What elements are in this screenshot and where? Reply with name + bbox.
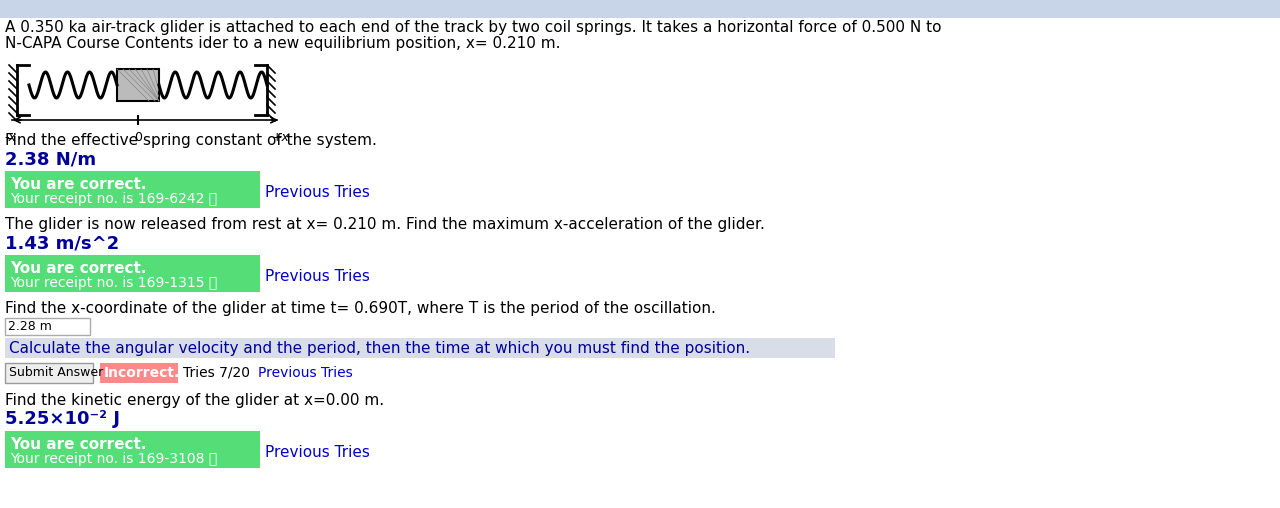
Text: Submit Answer: Submit Answer — [9, 366, 104, 379]
Text: 2.38 N/m: 2.38 N/m — [5, 150, 96, 168]
Bar — [5, 431, 260, 468]
Bar — [5, 363, 93, 383]
Text: Previous Tries: Previous Tries — [265, 269, 370, 284]
Text: Your receipt no. is 169-1315 ⓘ: Your receipt no. is 169-1315 ⓘ — [10, 276, 218, 290]
Text: Previous Tries: Previous Tries — [265, 185, 370, 200]
Text: 0: 0 — [134, 131, 142, 144]
Text: Find the kinetic energy of the glider at x=0.00 m.: Find the kinetic energy of the glider at… — [5, 393, 384, 408]
Text: Previous Tries: Previous Tries — [259, 366, 353, 380]
Text: 2.28 m: 2.28 m — [8, 320, 52, 333]
Text: 5.25×10⁻² J: 5.25×10⁻² J — [5, 410, 120, 428]
Text: 1.43 m/s^2: 1.43 m/s^2 — [5, 234, 119, 252]
Text: You are correct.: You are correct. — [10, 261, 146, 276]
Text: You are correct.: You are correct. — [10, 177, 146, 192]
Bar — [5, 318, 90, 335]
Bar — [100, 363, 178, 383]
Text: Incorrect.: Incorrect. — [104, 366, 180, 380]
Bar — [5, 338, 835, 358]
Text: N-CAPA Course Contents ider to a new equilibrium position, x= 0.210 m.: N-CAPA Course Contents ider to a new equ… — [5, 36, 561, 51]
Text: Find the x-coordinate of the glider at time t= 0.690T, where T is the period of : Find the x-coordinate of the glider at t… — [5, 301, 716, 316]
Text: You are correct.: You are correct. — [10, 437, 146, 452]
Text: Your receipt no. is 169-6242 ⓘ: Your receipt no. is 169-6242 ⓘ — [10, 192, 218, 206]
Text: Your receipt no. is 169-3108 ⓘ: Your receipt no. is 169-3108 ⓘ — [10, 452, 218, 466]
Text: Find the effective spring constant of the system.: Find the effective spring constant of th… — [5, 133, 376, 148]
Bar — [116, 69, 159, 101]
Bar — [0, 0, 1280, 18]
Bar — [5, 171, 260, 208]
Text: The glider is now released from rest at x= 0.210 m. Find the maximum x-accelerat: The glider is now released from rest at … — [5, 217, 765, 232]
Bar — [5, 255, 260, 292]
Text: Tries 7/20: Tries 7/20 — [183, 366, 255, 380]
Text: -x: -x — [4, 131, 15, 144]
Text: Previous Tries: Previous Tries — [265, 445, 370, 460]
Text: A 0.350 ka air-track glider is attached to each end of the track by two coil spr: A 0.350 ka air-track glider is attached … — [5, 20, 942, 35]
Text: Calculate the angular velocity and the period, then the time at which you must f: Calculate the angular velocity and the p… — [9, 341, 750, 356]
Text: +x: +x — [273, 131, 291, 144]
